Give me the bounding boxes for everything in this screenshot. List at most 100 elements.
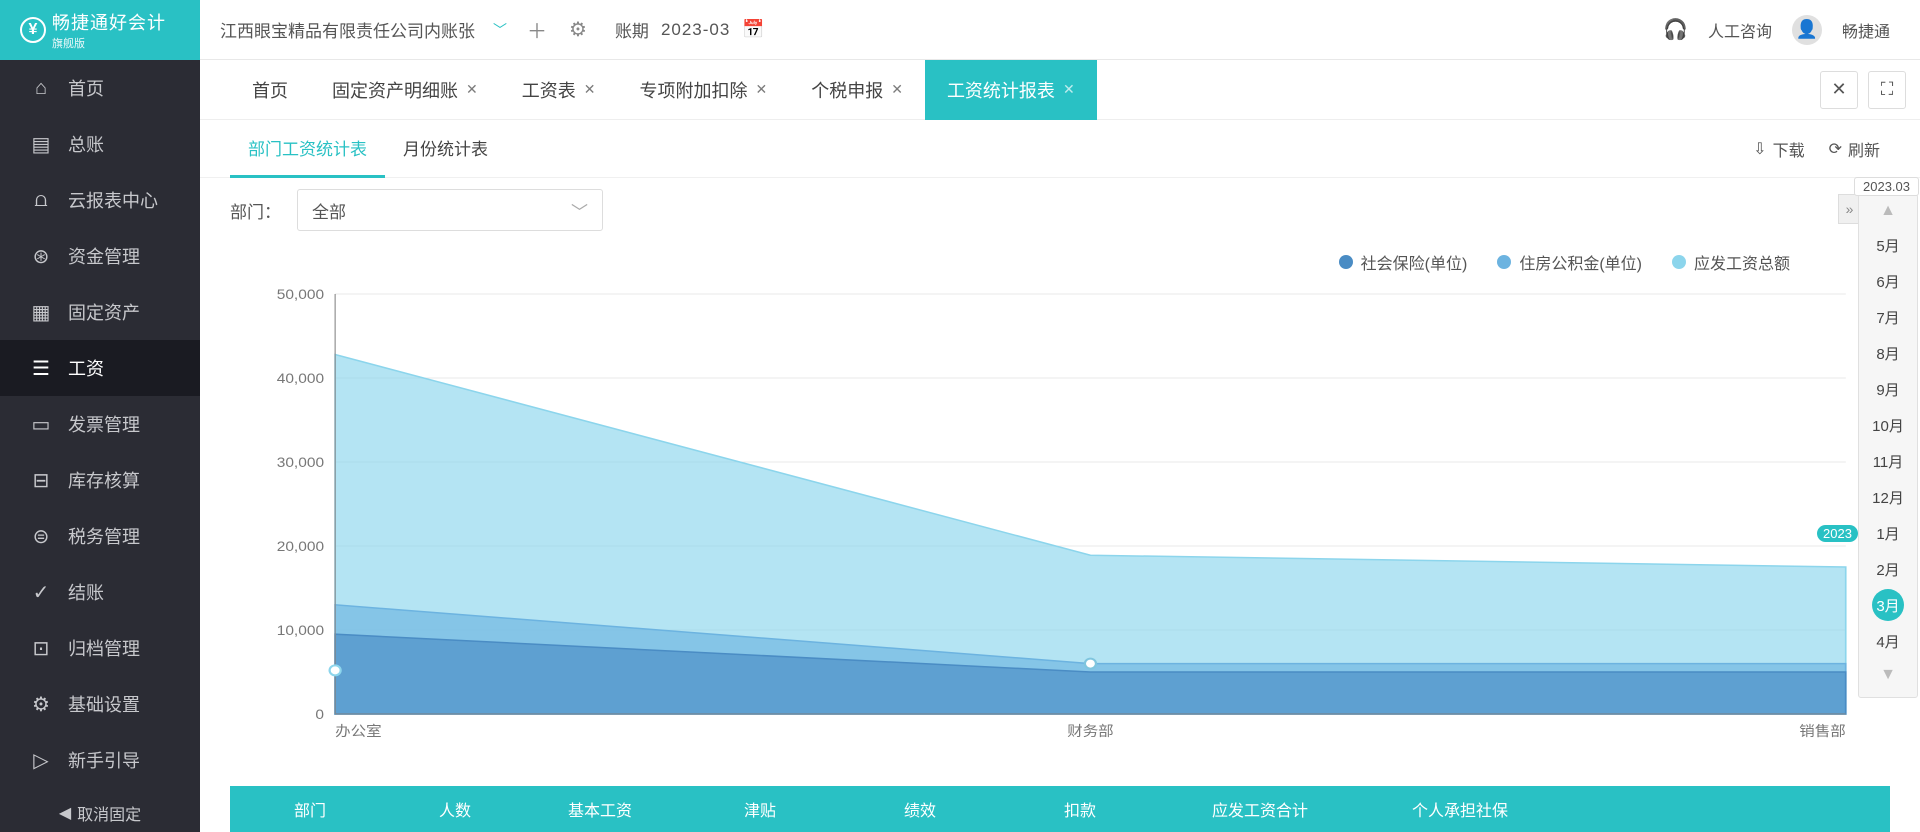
close-all-button[interactable]: ✕	[1820, 71, 1858, 109]
legend-item[interactable]: 社会保险(单位)	[1339, 250, 1468, 274]
download-button[interactable]: ⇩下载	[1753, 137, 1804, 161]
sidebar-item-0[interactable]: ⌂首页	[0, 60, 200, 116]
svg-text:30,000: 30,000	[277, 456, 324, 471]
month-button[interactable]: 20231月	[1859, 515, 1917, 551]
sidebar-item-7[interactable]: ⊟库存核算	[0, 452, 200, 508]
sidebar-item-12[interactable]: ▷ 新手引导	[0, 732, 200, 788]
refresh-icon: ⟳	[1829, 139, 1842, 159]
legend-item[interactable]: 应发工资总额	[1672, 250, 1790, 274]
legend-label: 应发工资总额	[1694, 250, 1790, 274]
year-tag: 2023.03	[1854, 177, 1919, 196]
svg-text:20,000: 20,000	[277, 540, 324, 555]
sidebar-item-2[interactable]: ⩍云报表中心	[0, 172, 200, 228]
tab-5[interactable]: 工资统计报表✕	[925, 60, 1097, 120]
tab-close-icon[interactable]: ✕	[466, 81, 478, 98]
month-scroll-down[interactable]: ▼	[1859, 659, 1917, 691]
subtabs-actions: ⇩下载 ⟳刷新	[1753, 137, 1920, 161]
chevron-down-icon: ﹀	[493, 20, 507, 40]
logo-main: 畅捷通好会计	[52, 9, 166, 35]
company-selector[interactable]: 江西眼宝精品有限责任公司内账张 ﹀	[220, 17, 507, 42]
period-selector[interactable]: 账期 2023-03 📅	[615, 17, 765, 42]
logo: ¥ 畅捷通好会计 旗舰版	[0, 0, 200, 60]
sidebar-icon: ▭	[30, 412, 52, 437]
tab-close-icon[interactable]: ✕	[1063, 81, 1075, 98]
sidebar-item-label: 税务管理	[68, 523, 140, 549]
legend-dot	[1497, 255, 1511, 269]
topbar-right: 🎧 人工咨询 👤 畅捷通	[1663, 15, 1920, 45]
sidebar-item-9[interactable]: ✓结账	[0, 564, 200, 620]
sidebar-item-6[interactable]: ▭ 发票管理	[0, 396, 200, 452]
headset-icon[interactable]: 🎧	[1663, 17, 1688, 42]
month-button[interactable]: 12月	[1859, 479, 1917, 515]
tab-label: 固定资产明细账	[332, 77, 458, 103]
sidebar-icon: ⊜	[30, 524, 52, 549]
tab-close-icon[interactable]: ✕	[891, 81, 903, 98]
month-button[interactable]: 6月	[1859, 263, 1917, 299]
year-badge: 2023	[1817, 525, 1858, 542]
subtab-0[interactable]: 部门工资统计表	[230, 120, 385, 178]
month-button[interactable]: 8月	[1859, 335, 1917, 371]
tab-2[interactable]: 工资表✕	[500, 60, 618, 120]
legend-item[interactable]: 住房公积金(单位)	[1497, 250, 1642, 274]
avatar[interactable]: 👤	[1792, 15, 1822, 45]
pin-icon: ◀	[59, 803, 71, 823]
month-panel-collapse[interactable]: »	[1838, 194, 1860, 224]
subtab-1[interactable]: 月份统计表	[385, 120, 506, 178]
tabs-actions: ✕ ⛶	[1820, 71, 1920, 109]
sidebar-item-5[interactable]: ☰工资	[0, 340, 200, 396]
svg-text:50,000: 50,000	[277, 288, 324, 303]
filter-row: 部门： 全部 ﹀	[200, 178, 1920, 242]
department-select[interactable]: 全部 ﹀	[297, 189, 603, 231]
sidebar-item-3[interactable]: ⊛资金管理	[0, 228, 200, 284]
tab-3[interactable]: 专项附加扣除✕	[617, 60, 789, 120]
month-button[interactable]: 5月	[1859, 227, 1917, 263]
month-button[interactable]: 2月	[1859, 551, 1917, 587]
select-value: 全部	[312, 198, 346, 223]
sidebar-item-1[interactable]: ▤总账	[0, 116, 200, 172]
plus-icon[interactable]: ＋	[527, 15, 547, 44]
chart-area: 社会保险(单位)住房公积金(单位)应发工资总额 010,00020,00030,…	[200, 242, 1920, 764]
month-panel: 2023.03 ▲ 5月6月7月8月9月10月11月12月20231月2月3月4…	[1858, 194, 1918, 698]
table-header-cell: 扣款	[1000, 797, 1160, 821]
sidebar-item-11[interactable]: ⚙基础设置	[0, 676, 200, 732]
sidebar-pin-toggle[interactable]: ◀取消固定	[0, 788, 200, 832]
gear-icon[interactable]: ⚙	[569, 17, 587, 42]
refresh-button[interactable]: ⟳刷新	[1829, 137, 1880, 161]
topbar: ¥ 畅捷通好会计 旗舰版 江西眼宝精品有限责任公司内账张 ﹀ ＋ ⚙ 账期 20…	[0, 0, 1920, 60]
tab-close-icon[interactable]: ✕	[755, 81, 767, 98]
month-button[interactable]: 10月	[1859, 407, 1917, 443]
month-button[interactable]: 3月	[1859, 587, 1917, 623]
svg-text:财务部: 财务部	[1067, 724, 1113, 740]
username: 畅捷通	[1842, 18, 1890, 42]
sidebar-item-10[interactable]: ⊡归档管理	[0, 620, 200, 676]
sidebar-item-4[interactable]: ▦固定资产	[0, 284, 200, 340]
filter-label: 部门：	[230, 198, 281, 223]
tab-1[interactable]: 固定资产明细账 ✕	[310, 60, 500, 120]
tab-label: 个税申报	[811, 77, 883, 103]
svg-text:10,000: 10,000	[277, 624, 324, 639]
tabs-bar: 首页固定资产明细账✕工资表✕专项附加扣除✕个税申报✕工资统计报表✕ ✕ ⛶	[200, 60, 1920, 120]
tab-4[interactable]: 个税申报 ✕	[789, 60, 925, 120]
tab-0[interactable]: 首页	[230, 60, 310, 120]
sidebar-item-8[interactable]: ⊜ 税务管理	[0, 508, 200, 564]
sidebar-item-label: 资金管理	[68, 243, 140, 269]
sidebar-item-label: 库存核算	[68, 467, 140, 493]
sidebar-item-label: 新手引导	[68, 747, 140, 773]
company-name: 江西眼宝精品有限责任公司内账张	[220, 17, 475, 42]
tab-close-icon[interactable]: ✕	[584, 81, 596, 98]
month-button[interactable]: 4月	[1859, 623, 1917, 659]
month-button[interactable]: 7月	[1859, 299, 1917, 335]
month-button[interactable]: 11月	[1859, 443, 1917, 479]
sidebar-item-label: 发票管理	[68, 411, 140, 437]
month-scroll-up[interactable]: ▲	[1859, 195, 1917, 227]
period-value: 2023-03	[661, 20, 730, 40]
month-button[interactable]: 9月	[1859, 371, 1917, 407]
chart-legend: 社会保险(单位) 住房公积金(单位) 应发工资总额	[230, 242, 1890, 284]
fullscreen-button[interactable]: ⛶	[1868, 71, 1906, 109]
consult-link[interactable]: 人工咨询	[1708, 18, 1772, 42]
area-chart: 010,00020,00030,00040,00050,000办公室财务部销售部	[230, 284, 1890, 754]
table-header-cell: 基本工资	[520, 797, 680, 821]
sidebar-icon: ▷	[30, 748, 52, 773]
sidebar-icon: ⌂	[30, 77, 52, 100]
table-header-cell: 应发工资合计	[1160, 797, 1360, 821]
